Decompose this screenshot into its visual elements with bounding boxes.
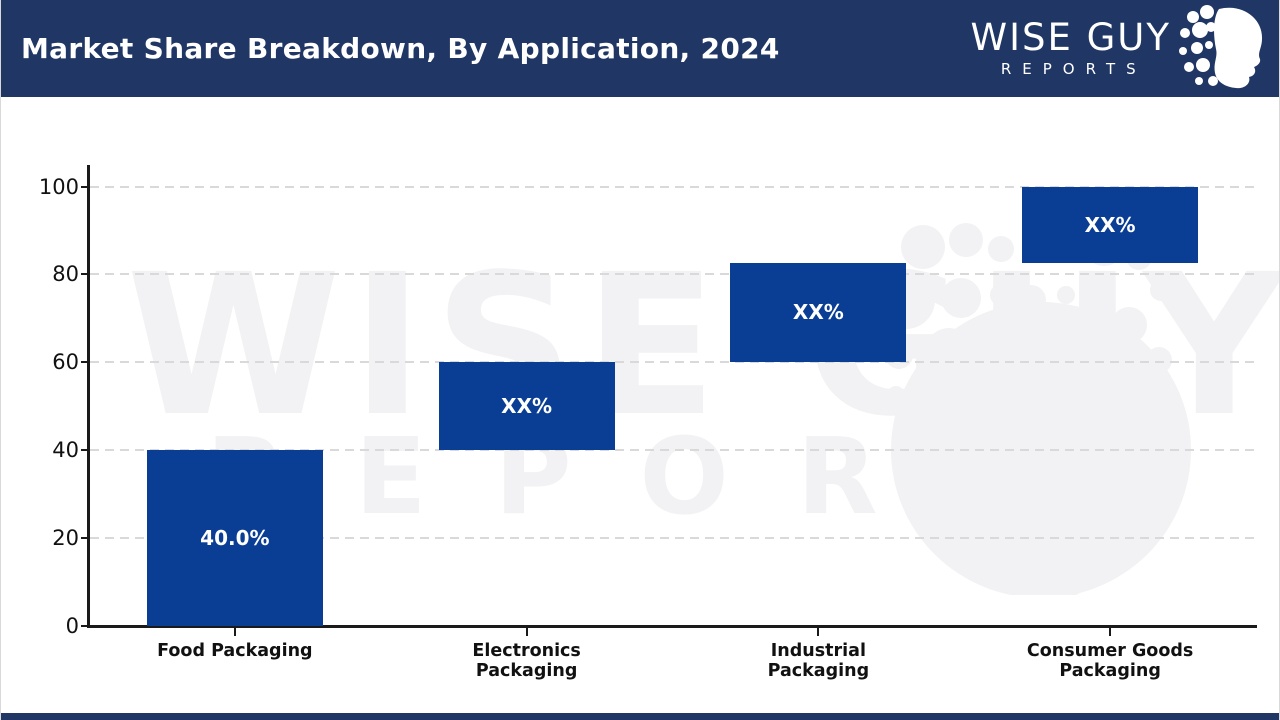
x-tick-label-line: Consumer Goods [1026, 641, 1194, 661]
y-tick-mark [81, 185, 89, 188]
wiseguy-logo: WISE GUY REPORTS [970, 4, 1267, 93]
y-tick-label: 0 [65, 614, 79, 638]
page-title: Market Share Breakdown, By Application, … [21, 32, 780, 65]
gridline-y-80 [90, 273, 1257, 276]
footer-bar [1, 713, 1279, 720]
x-tick-label-line: Packaging [767, 661, 870, 681]
gridline-y-60 [90, 361, 1257, 364]
gridline-y-20 [90, 537, 1257, 540]
bar-value-label: XX% [501, 394, 553, 419]
y-axis-spine [87, 165, 90, 628]
y-tick-label: 60 [52, 350, 79, 375]
gridline-y-40 [90, 449, 1257, 452]
y-tick-label: 40 [52, 438, 79, 463]
y-tick-label: 80 [52, 262, 79, 287]
bar-value-label: 40.0% [200, 526, 270, 551]
x-tick-label-line: Food Packaging [157, 641, 313, 661]
bar-industrial-packaging: XX% [730, 262, 907, 363]
y-tick-label: 20 [52, 526, 79, 551]
x-tick-label-line: Industrial [770, 641, 866, 661]
bar-electronics-packaging: XX% [438, 362, 615, 451]
y-tick-mark [81, 273, 89, 276]
x-tick-mark [1109, 627, 1112, 636]
x-tick-mark [525, 627, 528, 636]
x-tick-label-consumer-goods-packaging: Consumer Goods Packaging [970, 641, 1250, 681]
bar-food-packaging: 40.0% [146, 450, 323, 626]
x-tick-label-electronics-packaging: Electronics Packaging [387, 641, 667, 681]
bar-value-label: XX% [1084, 212, 1136, 237]
logo-reports-text: REPORTS [1000, 59, 1147, 78]
logo-text: WISE GUY REPORTS [970, 16, 1171, 78]
x-tick-mark [233, 627, 236, 636]
x-tick-label-food-packaging: Food Packaging [95, 641, 375, 661]
y-tick-mark [81, 625, 89, 627]
gridline-y-100 [90, 185, 1257, 188]
logo-face-icon [1179, 4, 1263, 88]
x-tick-mark [817, 627, 820, 636]
bar-value-label: XX% [792, 300, 844, 325]
x-tick-label-line: Packaging [1059, 661, 1161, 681]
y-tick-mark [81, 449, 89, 452]
x-axis-spine [87, 625, 1257, 628]
y-tick-mark [81, 361, 89, 364]
x-tick-label-line: Packaging [475, 661, 578, 681]
bar-consumer-goods-packaging: XX% [1022, 186, 1199, 263]
x-tick-label-line: Electronics [472, 641, 581, 661]
x-tick-label-industrial-packaging: Industrial Packaging [678, 641, 958, 681]
header-bar: Market Share Breakdown, By Application, … [1, 0, 1279, 97]
y-tick-label: 100 [38, 174, 79, 199]
logo-wiseguy-text: WISE GUY [970, 16, 1171, 60]
y-tick-mark [81, 537, 89, 540]
